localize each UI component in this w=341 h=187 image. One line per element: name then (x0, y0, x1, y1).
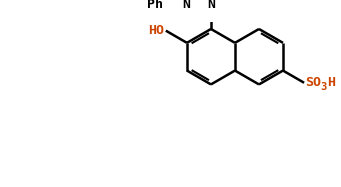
Text: H: H (327, 76, 335, 89)
Text: 3: 3 (321, 82, 327, 92)
Text: SO: SO (305, 76, 321, 89)
Text: HO: HO (148, 24, 164, 37)
Text: N: N (207, 0, 215, 11)
Text: Ph: Ph (147, 0, 163, 11)
Text: N: N (182, 0, 191, 11)
